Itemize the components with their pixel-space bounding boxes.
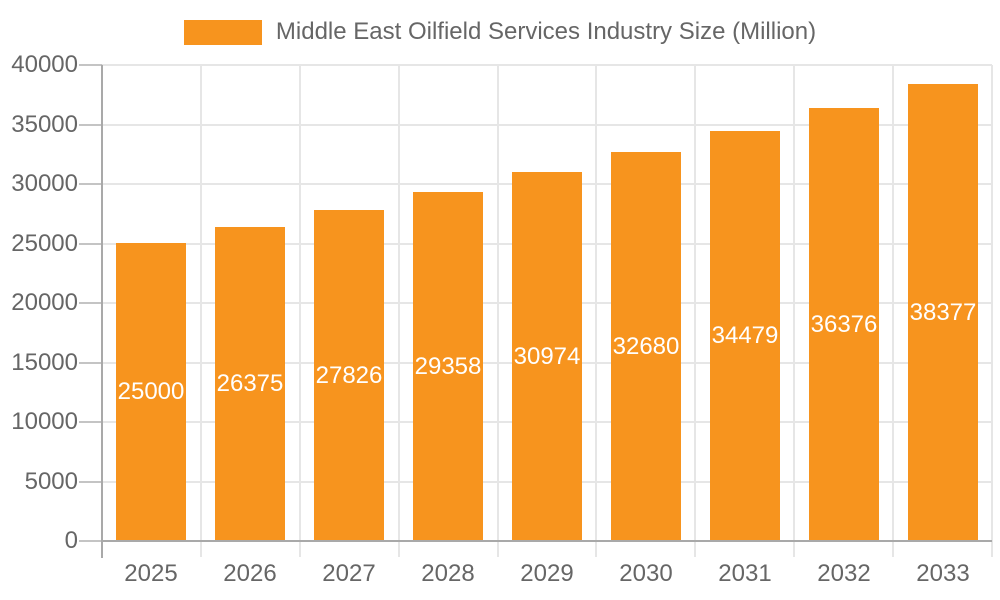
y-tick-40000 (79, 64, 102, 66)
x-tick-label-2031: 2031 (718, 560, 772, 587)
bar-2033[interactable]: 38377 (908, 84, 978, 541)
bar-value-label: 38377 (909, 298, 977, 326)
bar-2032[interactable]: 36376 (809, 108, 879, 541)
bar-value-label: 34479 (711, 322, 779, 349)
x-axis-line (102, 540, 992, 542)
category-boundary-5 (595, 65, 597, 557)
x-tick-label-2025: 2025 (124, 560, 178, 587)
gridline-y-40000 (102, 64, 992, 66)
category-boundary-3 (398, 65, 400, 557)
category-boundary-6 (694, 65, 696, 557)
bar-value-label: 32680 (612, 332, 680, 360)
category-boundary-8 (892, 65, 894, 557)
y-tick-label: 40000 (11, 51, 78, 78)
y-tick-label: 10000 (11, 408, 78, 435)
x-tick-label-2033: 2033 (916, 560, 970, 587)
bar-value-label: 27826 (315, 361, 383, 389)
gridline-y-35000 (102, 124, 992, 126)
y-tick-20000 (79, 302, 102, 304)
y-tick-label: 20000 (11, 289, 78, 316)
bar-value-label: 36376 (810, 310, 878, 338)
category-boundary-7 (793, 65, 795, 557)
y-axis-line (101, 65, 103, 558)
legend-swatch-icon (183, 19, 262, 45)
x-tick-label-2028: 2028 (421, 560, 475, 587)
x-tick-label-2027: 2027 (322, 560, 376, 587)
bar-2027[interactable]: 27826 (314, 210, 384, 541)
y-tick-label: 25000 (11, 230, 78, 257)
legend-label: Middle East Oilfield Services Industry S… (275, 18, 817, 45)
category-boundary-2 (299, 65, 301, 557)
category-boundary-4 (497, 65, 499, 557)
y-tick-10000 (79, 421, 102, 423)
y-tick-label: 35000 (11, 111, 78, 138)
y-tick-label: 30000 (11, 170, 78, 197)
y-tick-35000 (79, 124, 102, 126)
bar-value-label: 26375 (216, 370, 284, 397)
bar-2026[interactable]: 26375 (215, 227, 285, 541)
chart-legend[interactable]: Middle East Oilfield Services Industry S… (0, 17, 1000, 47)
bar-2025[interactable]: 25000 (116, 243, 186, 541)
y-tick-5000 (79, 481, 102, 483)
category-boundary-1 (200, 65, 202, 557)
bar-2028[interactable]: 29358 (413, 192, 483, 541)
y-tick-15000 (79, 362, 102, 364)
x-tick-label-2030: 2030 (619, 560, 673, 587)
y-tick-label: 0 (64, 527, 78, 554)
bar-value-label: 25000 (117, 378, 185, 405)
y-tick-label: 5000 (24, 468, 78, 495)
y-tick-30000 (79, 183, 102, 185)
bar-value-label: 30974 (513, 342, 581, 370)
bar-value-label: 29358 (414, 352, 482, 380)
x-tick-label-2032: 2032 (817, 560, 871, 587)
plot-area: 25000 26375 27826 29358 30974 32680 34479 36376… (79, 64, 993, 558)
bar-2030[interactable]: 32680 (611, 152, 681, 541)
x-tick-label-2029: 2029 (520, 560, 574, 587)
bar-2029[interactable]: 30974 (512, 172, 582, 541)
category-boundary-9 (991, 65, 993, 557)
bar-2031[interactable]: 34479 (710, 131, 780, 541)
x-tick-label-2026: 2026 (223, 560, 277, 587)
y-tick-0 (79, 540, 102, 542)
y-tick-25000 (79, 243, 102, 245)
y-tick-label: 15000 (11, 349, 78, 376)
